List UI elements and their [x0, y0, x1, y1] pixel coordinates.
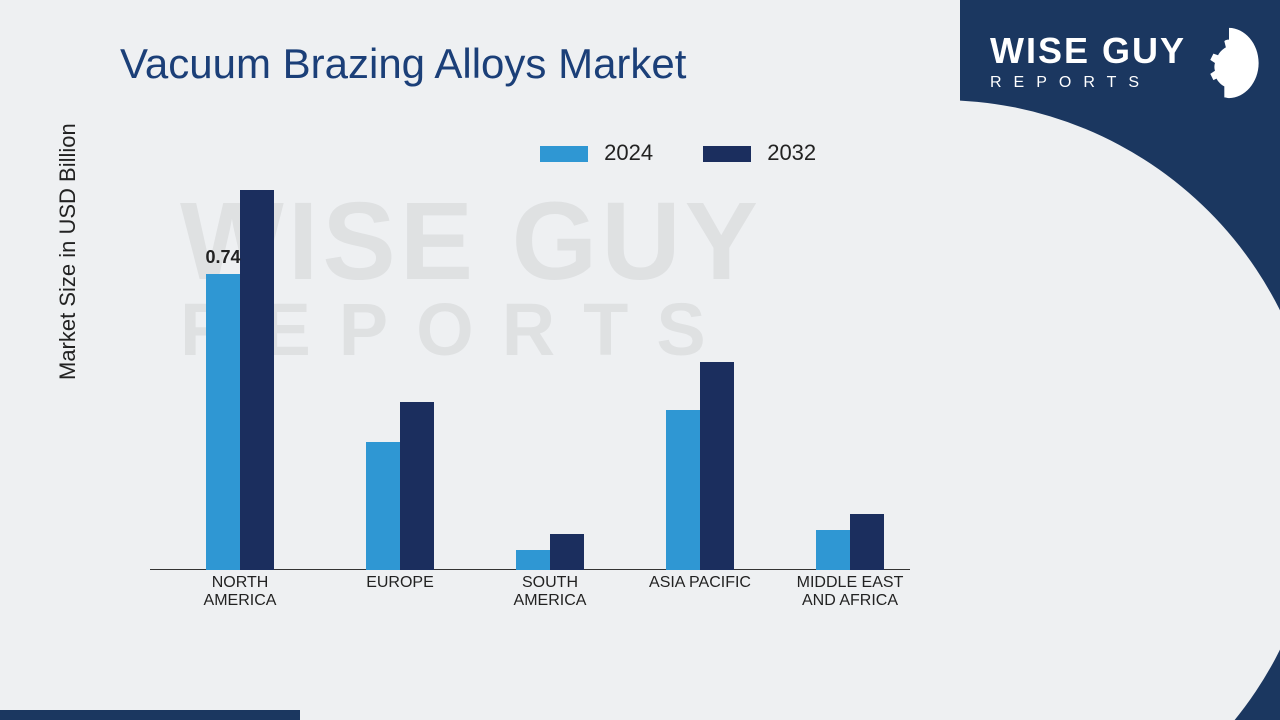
bar-group: [640, 362, 760, 570]
bar: [700, 362, 734, 570]
bar-group: [790, 514, 910, 570]
bar: [240, 190, 274, 570]
bar-value-label: 0.74: [205, 247, 240, 268]
bar: [816, 530, 850, 570]
category-label: NORTH AMERICA: [180, 574, 300, 611]
bar: [400, 402, 434, 570]
side-panel: WISE GUY REPORTS: [960, 0, 1280, 720]
bar: [516, 550, 550, 570]
brand-head-icon: [1190, 24, 1268, 102]
bar: [550, 534, 584, 570]
chart-area: 0.74 NORTH AMERICAEUROPESOUTH AMERICAASI…: [90, 150, 910, 590]
plot-region: 0.74: [150, 170, 910, 570]
bar-group: [340, 402, 460, 570]
category-label: SOUTH AMERICA: [490, 574, 610, 611]
chart-canvas: Vacuum Brazing Alloys Market WISE GUY RE…: [0, 0, 1280, 720]
bar: [206, 274, 240, 570]
category-label: EUROPE: [340, 574, 460, 592]
bar-group: [490, 534, 610, 570]
y-axis-label: Market Size in USD Billion: [55, 123, 81, 380]
bar: [366, 442, 400, 570]
bottom-accent-bar: [0, 710, 300, 720]
category-label: ASIA PACIFIC: [640, 574, 760, 592]
brand-name: WISE GUY: [990, 30, 1186, 72]
bar: [666, 410, 700, 570]
bar: [850, 514, 884, 570]
category-label-row: NORTH AMERICA EUROPE SOUTH AMERICA ASIA PAC…: [150, 570, 910, 690]
page-title: Vacuum Brazing Alloys Market: [120, 40, 686, 88]
category-label: MIDDLE EAST AND AFRICA: [790, 574, 910, 611]
